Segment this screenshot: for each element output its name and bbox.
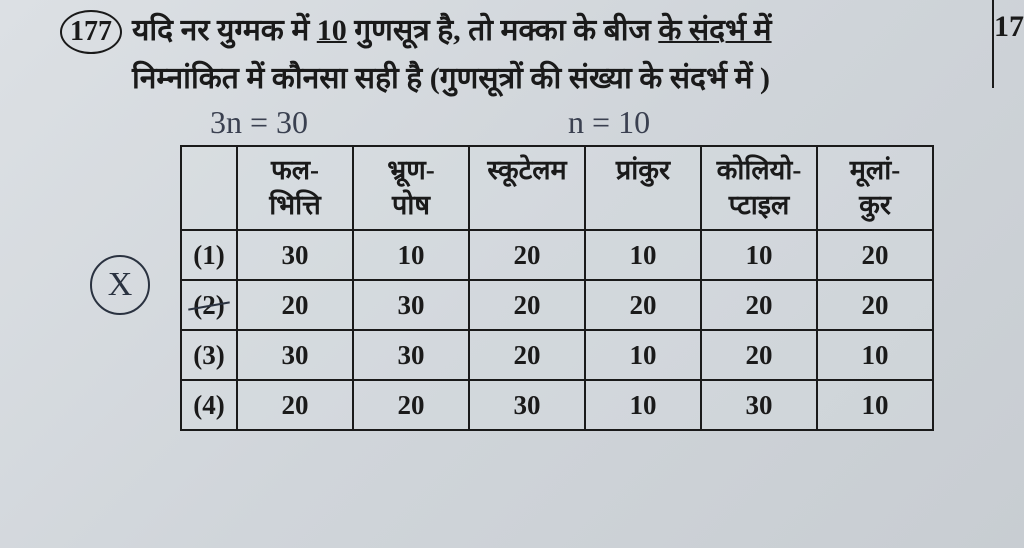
header-scutellum: स्कूटेलम — [469, 146, 585, 230]
cell: 10 — [817, 380, 933, 430]
q-text-pre: यदि नर युग्मक में — [132, 14, 317, 47]
header-c2-l1: भ्रूण- — [387, 155, 435, 185]
header-endosperm: भ्रूण- पोष — [353, 146, 469, 230]
option-label-2-struck: (2) — [181, 280, 237, 330]
cell: 30 — [237, 330, 353, 380]
cell: 10 — [817, 330, 933, 380]
question-line-2: निम्नांकित में कौनसा सही है (गुणसूत्रों … — [132, 58, 1004, 100]
q-text-underlined-10: 10 — [317, 14, 347, 47]
cell: 20 — [237, 280, 353, 330]
header-c4-l1: प्रांकुर — [616, 155, 670, 185]
cell: 10 — [585, 330, 701, 380]
cell: 20 — [469, 230, 585, 280]
cell: 10 — [585, 380, 701, 430]
option-label-3: (3) — [181, 330, 237, 380]
cell: 20 — [701, 280, 817, 330]
handwritten-3n: 3n = 30 — [210, 104, 308, 141]
table-header-row: फल- भित्ति भ्रूण- पोष स्कूटेलम प्रांकुर — [181, 146, 933, 230]
cell: 20 — [469, 330, 585, 380]
table-row: (3) 30 30 20 10 20 10 — [181, 330, 933, 380]
cross-mark-icon: X — [90, 255, 150, 315]
header-c5-l2: प्टाइल — [729, 190, 790, 220]
next-question-fragment: 17 — [994, 10, 1024, 44]
table-row: (1) 30 10 20 10 10 20 — [181, 230, 933, 280]
cell: 30 — [353, 280, 469, 330]
cell: 10 — [353, 230, 469, 280]
header-blank — [181, 146, 237, 230]
options-table: फल- भित्ति भ्रूण- पोष स्कूटेलम प्रांकुर — [180, 145, 934, 431]
header-plumule: प्रांकुर — [585, 146, 701, 230]
header-c2-l2: पोष — [392, 190, 430, 220]
header-c1-l1: फल- — [271, 155, 319, 185]
cell: 20 — [469, 280, 585, 330]
header-radicle: मूलां- कुर — [817, 146, 933, 230]
cell: 20 — [817, 280, 933, 330]
header-c3-l1: स्कूटेलम — [487, 155, 566, 185]
header-c6-l2: कुर — [859, 190, 891, 220]
cell: 30 — [237, 230, 353, 280]
header-c5-l1: कोलियो- — [717, 155, 802, 185]
header-pericarp: फल- भित्ति — [237, 146, 353, 230]
cell: 20 — [585, 280, 701, 330]
q-text-mid: गुणसूत्र है, तो मक्का के बीज — [347, 14, 659, 47]
q-text-underlined-context: के संदर्भ में — [658, 14, 771, 47]
page-container: 17 177 यदि नर युग्मक में 10 गुणसूत्र है,… — [0, 0, 1024, 548]
question-header: 177 यदि नर युग्मक में 10 गुणसूत्र है, तो… — [60, 10, 1004, 54]
table-row: (2) 20 30 20 20 20 20 — [181, 280, 933, 330]
options-table-wrap: X फल- भित्ति भ्रूण- पोष स्कूटेलम — [180, 145, 1004, 431]
header-coleoptile: कोलियो- प्टाइल — [701, 146, 817, 230]
option-label-4: (4) — [181, 380, 237, 430]
cell: 20 — [701, 330, 817, 380]
question-line-1: यदि नर युग्मक में 10 गुणसूत्र है, तो मक्… — [132, 10, 772, 52]
cell: 10 — [585, 230, 701, 280]
cell: 30 — [701, 380, 817, 430]
handwritten-n: n = 10 — [568, 104, 650, 141]
header-c6-l1: मूलां- — [850, 155, 900, 185]
cell: 20 — [817, 230, 933, 280]
cell: 10 — [701, 230, 817, 280]
handwritten-notes: 3n = 30 n = 10 — [210, 104, 1004, 141]
cell: 20 — [353, 380, 469, 430]
option-label-1: (1) — [181, 230, 237, 280]
header-c1-l2: भित्ति — [269, 190, 321, 220]
table-body: (1) 30 10 20 10 10 20 (2) 20 30 20 20 20… — [181, 230, 933, 430]
cell: 20 — [237, 380, 353, 430]
cell: 30 — [469, 380, 585, 430]
question-number-circle: 177 — [60, 10, 122, 54]
cell: 30 — [353, 330, 469, 380]
table-row: (4) 20 20 30 10 30 10 — [181, 380, 933, 430]
